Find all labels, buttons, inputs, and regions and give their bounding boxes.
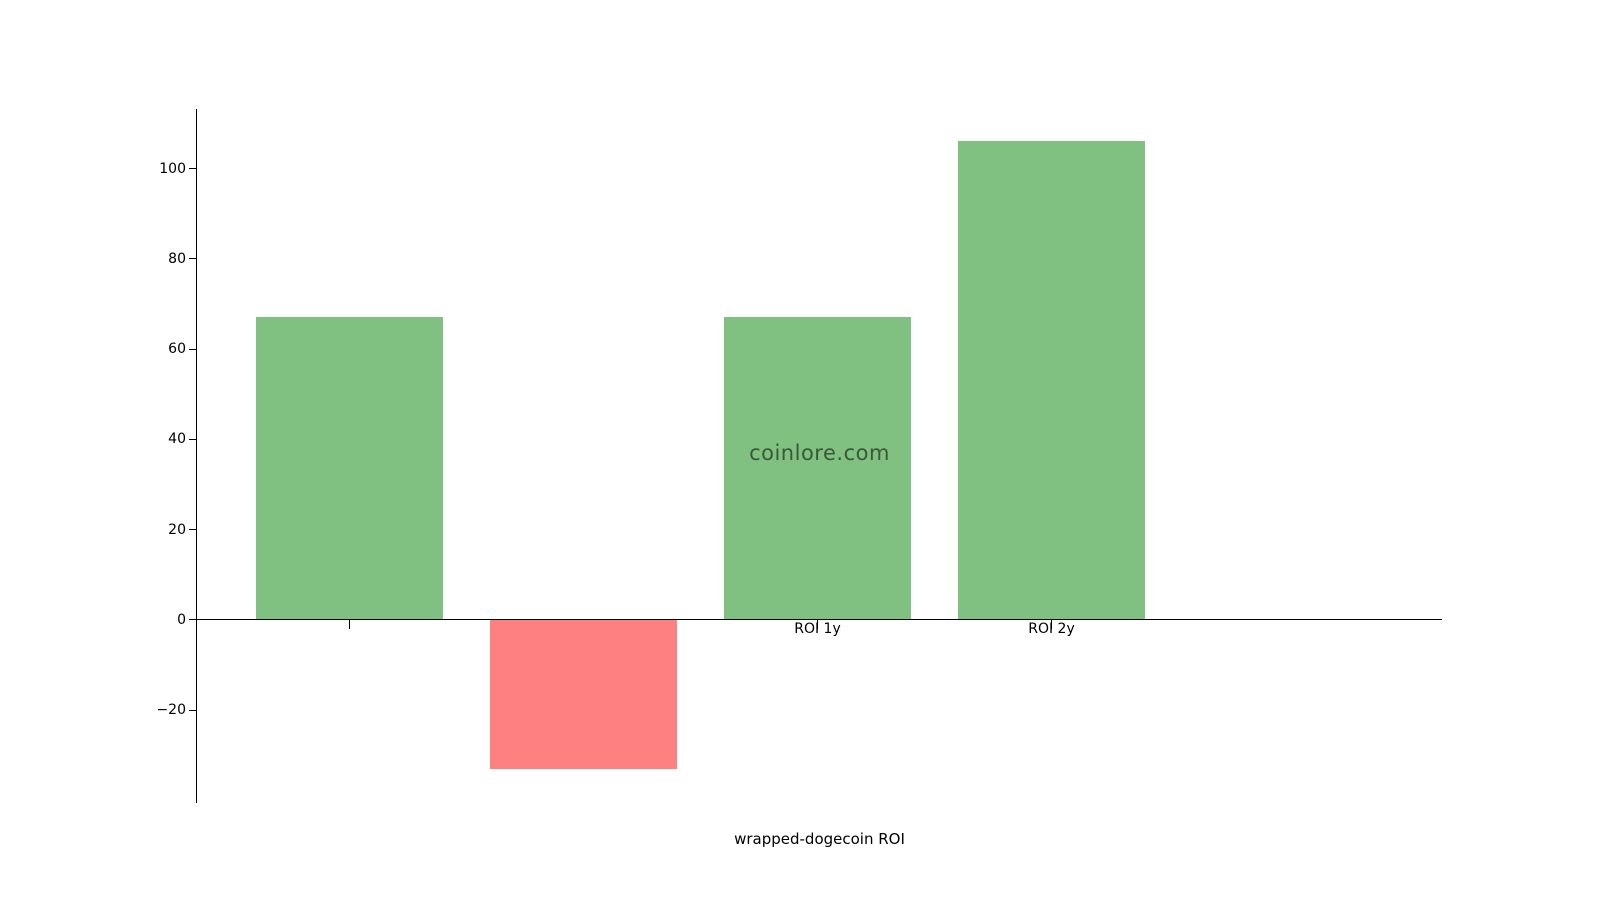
bar-col-1: [256, 317, 443, 620]
y-tick-mark: [189, 258, 196, 260]
y-tick-mark: [189, 619, 196, 621]
y-tick-label: 80: [168, 250, 186, 267]
x-tick-mark: [1051, 619, 1052, 629]
y-tick-label: 100: [159, 160, 186, 177]
y-tick-mark: [189, 529, 196, 531]
y-tick-mark: [189, 348, 196, 350]
x-tick-label: ROI 2y: [1028, 620, 1075, 637]
y-tick-mark: [189, 709, 196, 711]
chart-xlabel: wrapped-dogecoin ROI: [734, 830, 905, 848]
x-tick-label: ROI 1y: [794, 620, 841, 637]
y-tick-label: 40: [168, 431, 186, 448]
x-tick-mark: [817, 619, 818, 629]
y-tick-label: 0: [177, 611, 186, 628]
x-axis-zero-line: [196, 619, 1442, 621]
y-axis-spine: [196, 109, 197, 803]
y-tick-mark: [189, 438, 196, 440]
y-tick-label: 20: [168, 521, 186, 538]
watermark: coinlore.com: [749, 441, 890, 465]
bar-roi-1y: [724, 317, 911, 620]
x-tick-mark: [349, 619, 350, 629]
y-tick-label: −20: [156, 702, 186, 719]
bar-roi-2y: [958, 141, 1145, 620]
bar-col-2: [490, 620, 677, 770]
y-tick-mark: [189, 168, 196, 170]
y-tick-label: 60: [168, 341, 186, 358]
